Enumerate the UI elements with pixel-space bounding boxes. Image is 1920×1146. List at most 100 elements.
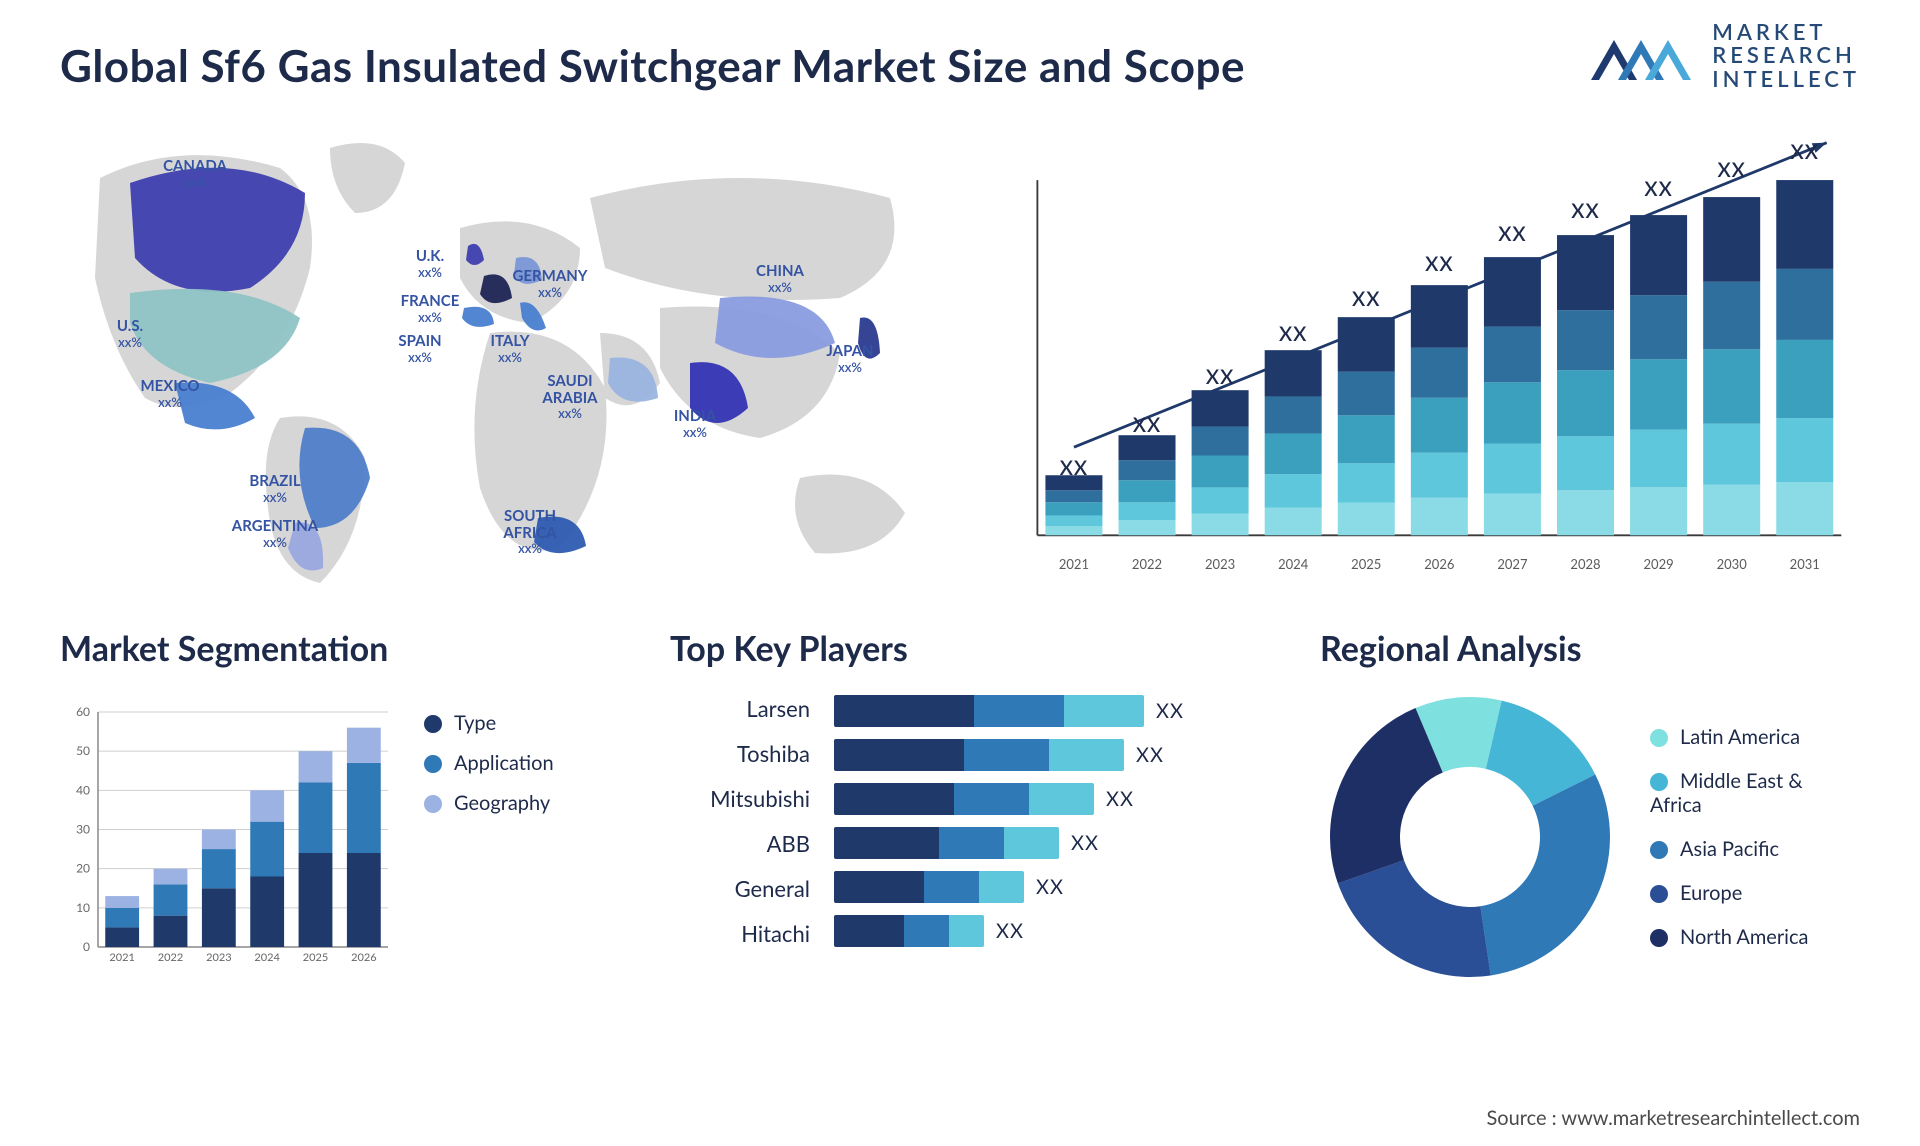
growth-x-tick: 2025: [1351, 556, 1381, 572]
segmentation-section: Market Segmentation 0 10 20 30 40 50 60 2021 202…: [60, 628, 620, 987]
players-bars: XXXXXXXXXXXX: [834, 687, 1270, 947]
growth-x-tick: 2021: [1059, 556, 1089, 572]
map-label: BRAZILxx%: [249, 473, 300, 504]
segmentation-legend-item: Type: [424, 711, 554, 735]
page-root: Global Sf6 Gas Insulated Switchgear Mark…: [0, 0, 1920, 1146]
map-label: GERMANYxx%: [512, 268, 587, 299]
regional-legend-item: Europe: [1650, 881, 1808, 905]
growth-bar-label: XX: [1352, 287, 1380, 311]
segmentation-chart-svg: 0 10 20 30 40 50 60 2021 2022 2023 2024 2025 2026: [60, 687, 400, 967]
player-value-label: XX: [1156, 699, 1184, 723]
player-name: Larsen: [670, 695, 810, 722]
map-label: SAUDIARABIAxx%: [542, 373, 597, 420]
svg-text:2021: 2021: [109, 951, 135, 964]
source-text: Source : www.marketresearchintellect.com: [1486, 1106, 1860, 1130]
player-value-label: XX: [1136, 743, 1164, 767]
player-name: ABB: [670, 830, 810, 857]
map-label: SPAINxx%: [398, 333, 441, 364]
growth-bar-label: XX: [1060, 456, 1088, 480]
map-label: INDIAxx%: [674, 408, 716, 439]
growth-x-tick: 2024: [1278, 556, 1308, 572]
player-bar-row: XX: [834, 783, 1270, 815]
logo-text: MARKET RESEARCH INTELLECT: [1712, 20, 1860, 89]
brand-logo: MARKET RESEARCH INTELLECT: [1586, 20, 1860, 90]
logo-line3: INTELLECT: [1712, 67, 1860, 90]
growth-x-tick: 2030: [1717, 556, 1747, 572]
player-value-label: XX: [1071, 831, 1099, 855]
svg-text:10: 10: [76, 900, 90, 915]
player-value-label: XX: [1106, 787, 1134, 811]
svg-text:2025: 2025: [303, 951, 329, 964]
regional-section: Regional Analysis Latin America Middle Ea…: [1320, 628, 1860, 987]
growth-bar-label: XX: [1279, 322, 1307, 346]
growth-chart-svg: [1000, 118, 1860, 588]
map-label: ITALYxx%: [491, 333, 530, 364]
segmentation-legend-item: Geography: [424, 791, 554, 815]
player-value-label: XX: [1036, 875, 1064, 899]
regional-title: Regional Analysis: [1320, 628, 1860, 669]
map-label: FRANCExx%: [401, 293, 460, 324]
regional-legend-item: Middle East &Africa: [1650, 769, 1808, 817]
regional-donut-svg: [1320, 687, 1620, 987]
player-name: Toshiba: [670, 740, 810, 767]
growth-bar-label: XX: [1571, 199, 1599, 223]
svg-text:30: 30: [76, 822, 90, 837]
map-label: SOUTHAFRICAxx%: [503, 508, 556, 555]
svg-text:2026: 2026: [351, 951, 377, 964]
growth-bar-label: XX: [1717, 158, 1745, 182]
growth-x-tick: 2029: [1644, 556, 1674, 572]
player-value-label: XX: [996, 919, 1024, 943]
growth-bar-label: XX: [1498, 222, 1526, 246]
growth-x-tick: 2031: [1790, 556, 1820, 572]
growth-bar-label: XX: [1133, 413, 1161, 437]
segmentation-title: Market Segmentation: [60, 628, 620, 669]
players-section: Top Key Players Larsen Toshiba Mitsubishi A…: [670, 628, 1270, 987]
regional-legend: Latin America Middle East &Africa Asia Pac…: [1650, 725, 1808, 949]
world-map: CANADAxx% U.S.xx% MEXICOxx% BRAZILxx% ARGENT…: [60, 118, 960, 588]
svg-text:2024: 2024: [254, 951, 280, 964]
svg-text:50: 50: [76, 743, 90, 758]
map-label: U.K.xx%: [416, 248, 444, 279]
player-bar-row: XX: [834, 915, 1270, 947]
growth-x-tick: 2027: [1497, 556, 1527, 572]
regional-legend-item: Latin America: [1650, 725, 1808, 749]
segmentation-legend-item: Application: [424, 751, 554, 775]
player-name: Mitsubishi: [670, 785, 810, 812]
growth-x-tick: 2023: [1205, 556, 1235, 572]
map-label: MEXICOxx%: [140, 378, 199, 409]
players-title: Top Key Players: [670, 628, 1270, 669]
growth-bar-label: XX: [1206, 365, 1234, 389]
player-bar-row: XX: [834, 739, 1270, 771]
logo-mark-icon: [1586, 20, 1696, 90]
top-row: CANADAxx% U.S.xx% MEXICOxx% BRAZILxx% ARGENT…: [60, 118, 1860, 588]
map-label: CHINAxx%: [756, 263, 804, 294]
player-bar-row: XX: [834, 827, 1270, 859]
player-name: General: [670, 875, 810, 902]
svg-text:40: 40: [76, 782, 90, 797]
growth-x-tick: 2022: [1132, 556, 1162, 572]
map-label: CANADAxx%: [163, 158, 227, 189]
segmentation-legend: Type Application Geography: [424, 687, 554, 967]
map-label: JAPANxx%: [826, 343, 873, 374]
players-names: Larsen Toshiba Mitsubishi ABB General Hitachi: [670, 687, 810, 947]
svg-text:0: 0: [83, 939, 90, 954]
logo-line2: RESEARCH: [1712, 43, 1860, 66]
player-name: Hitachi: [670, 920, 810, 947]
map-label: U.S.xx%: [117, 318, 143, 349]
growth-x-tick: 2026: [1424, 556, 1454, 572]
regional-legend-item: North America: [1650, 925, 1808, 949]
svg-text:20: 20: [76, 861, 90, 876]
svg-text:2023: 2023: [206, 951, 232, 964]
svg-text:60: 60: [76, 704, 90, 719]
growth-bar-label: XX: [1644, 177, 1672, 201]
regional-legend-item: Asia Pacific: [1650, 837, 1808, 861]
growth-bar-label: XX: [1791, 140, 1819, 164]
growth-bar-label: XX: [1425, 252, 1453, 276]
svg-text:2022: 2022: [158, 951, 184, 964]
growth-chart: 2021 XX 2022 XX 2023 XX 2024 XX 2025 XX 2026 XX 2027…: [1000, 118, 1860, 588]
growth-x-tick: 2028: [1570, 556, 1600, 572]
player-bar-row: XX: [834, 871, 1270, 903]
bottom-row: Market Segmentation 0 10 20 30 40 50 60 2021 202…: [60, 628, 1860, 987]
player-bar-row: XX: [834, 695, 1270, 727]
map-label: ARGENTINAxx%: [232, 518, 318, 549]
